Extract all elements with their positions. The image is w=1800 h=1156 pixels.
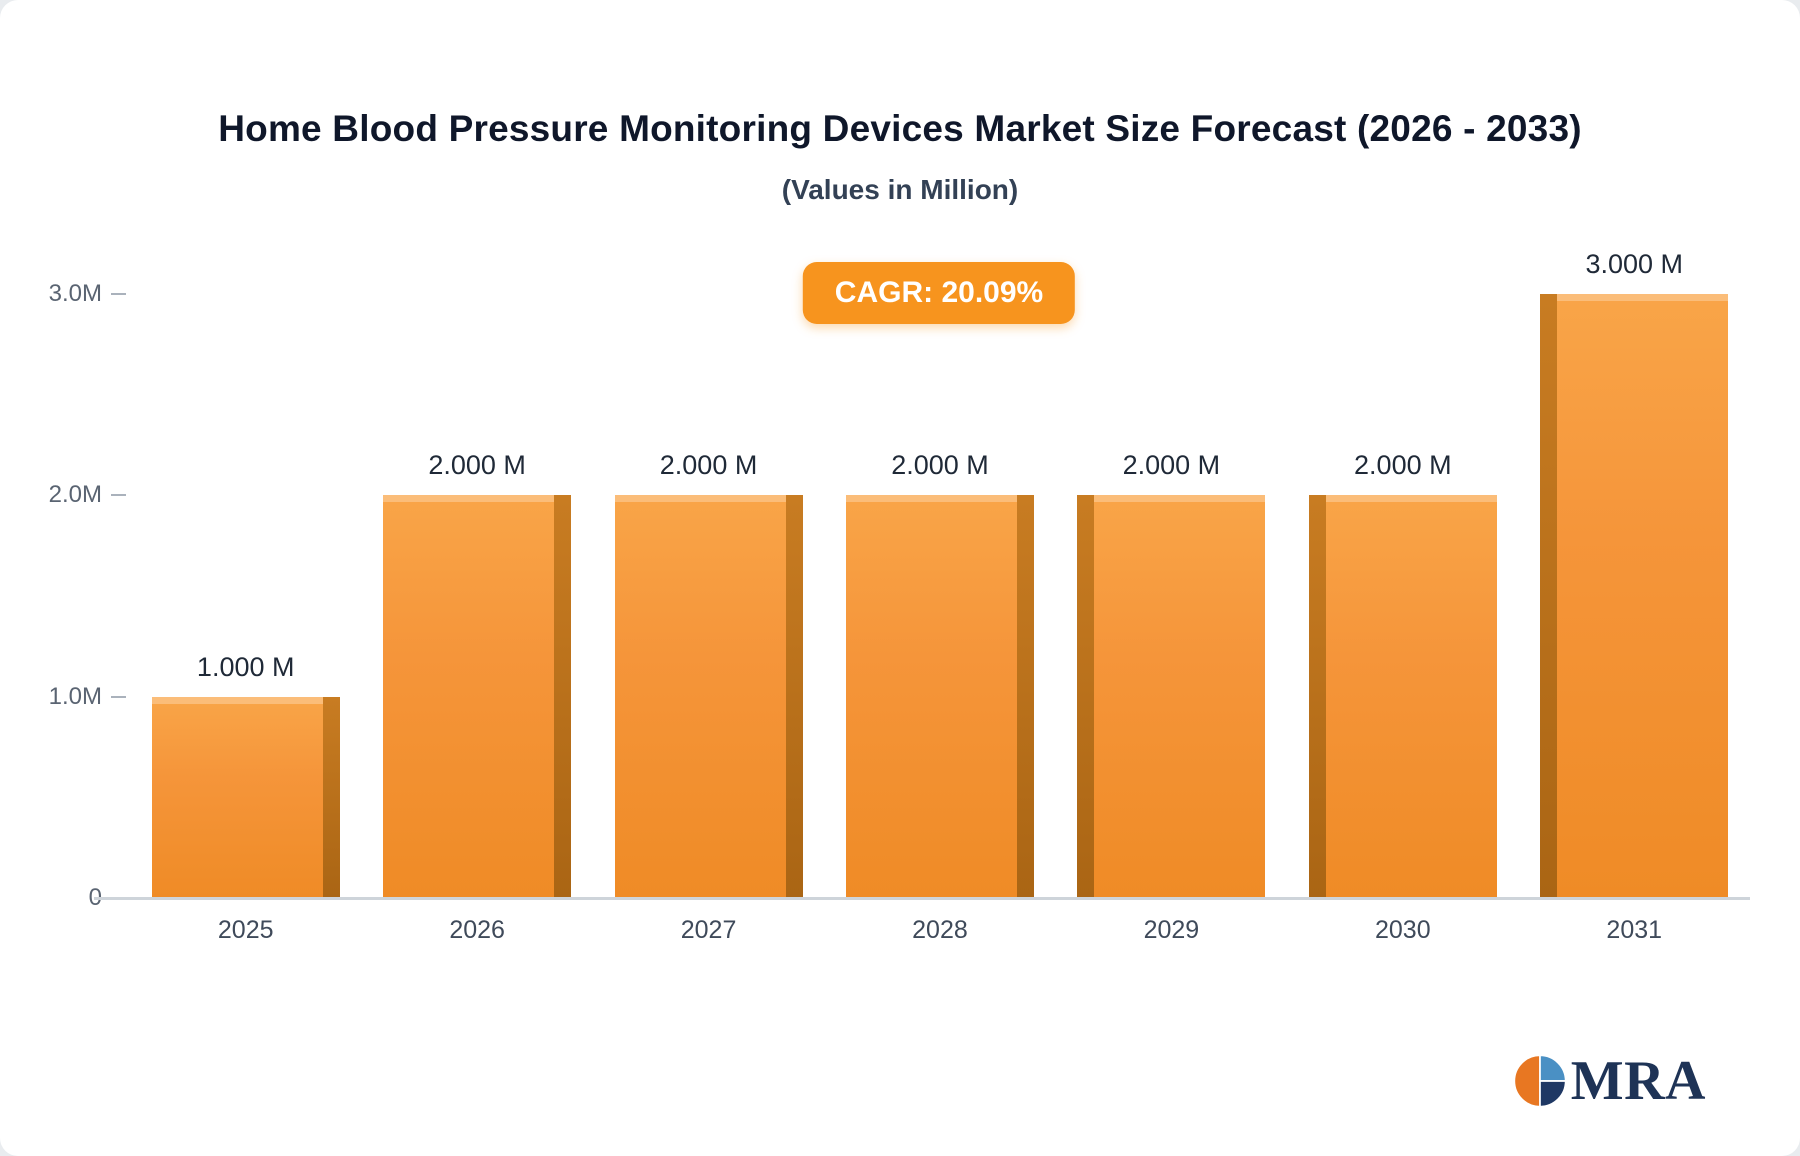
pie-chart-icon <box>1513 1054 1567 1108</box>
y-tick-label: 3.0M <box>48 280 102 307</box>
cagr-badge-label: CAGR: 20.09% <box>834 276 1044 309</box>
bar-slot: 2.000 M 2029 <box>1056 294 1287 944</box>
bar-2027 <box>614 495 803 898</box>
bar-slot: 2.000 M 2027 <box>593 294 824 944</box>
bar-side-shade <box>1308 495 1326 898</box>
bar-side-shade <box>1540 294 1558 898</box>
bar-2028 <box>845 495 1034 898</box>
y-tick-mark <box>111 695 126 698</box>
bar-value-label: 1.000 M <box>196 651 295 682</box>
x-axis-label: 2030 <box>1375 916 1431 944</box>
bar-value-label: 2.000 M <box>891 450 989 481</box>
bar-value-label: 2.000 M <box>428 450 526 481</box>
bar-slot: 3.000 M 2031 <box>1519 249 1750 944</box>
mra-logo-text: MRA <box>1570 1050 1706 1112</box>
bar-2026 <box>383 495 572 898</box>
plot-area: 1.000 M 2025 2.000 M 2026 2.000 M 2027 2.000 M… <box>130 249 1750 944</box>
y-tick-label: 2.0M <box>48 481 102 509</box>
x-axis-label: 2031 <box>1606 916 1663 944</box>
bar-value-label: 2.000 M <box>1122 450 1221 481</box>
y-tick: 1.0M <box>30 683 126 711</box>
bar-side-shade <box>554 495 572 898</box>
bar-slot: 2.000 M 2028 <box>824 294 1055 944</box>
bar-side-shade <box>1077 495 1095 898</box>
chart-title: Home Blood Pressure Monitoring Devices M… <box>218 108 1582 149</box>
bar-side-shade <box>322 696 340 898</box>
bar-value-label: 2.000 M <box>1354 450 1452 481</box>
bar-2030 <box>1308 495 1497 898</box>
x-axis-label: 2027 <box>680 916 737 944</box>
y-tick: 2.0M <box>30 481 126 509</box>
x-axis-label: 2029 <box>1143 916 1200 944</box>
bar-value-label: 2.000 M <box>659 450 758 481</box>
x-axis-label: 2025 <box>217 916 274 944</box>
bar-slot: 1.000 M 2025 <box>130 294 361 944</box>
mra-logo: MRA <box>1511 1052 1706 1110</box>
cagr-badge: CAGR: 20.09% <box>802 262 1076 324</box>
bar-slot: 2.000 M 2030 <box>1287 294 1518 944</box>
bar-side-shade <box>1016 495 1034 898</box>
y-tick-label: 1.0M <box>48 682 102 710</box>
bar-side-shade <box>785 495 803 898</box>
y-tick-mark <box>111 494 126 497</box>
bar-2031 <box>1540 294 1729 898</box>
chart-subtitle: (Values in Million) <box>781 174 1019 205</box>
bar-2029 <box>1077 495 1266 898</box>
x-axis-label: 2026 <box>449 916 505 944</box>
y-tick: 3.0M <box>30 280 126 308</box>
bar-slot: 2.000 M 2026 <box>361 294 592 944</box>
y-tick-mark <box>111 293 126 295</box>
bar-2025 <box>151 696 340 898</box>
x-axis-label: 2028 <box>912 916 968 944</box>
x-axis-line <box>94 897 1750 900</box>
bar-value-label: 3.000 M <box>1585 249 1684 279</box>
